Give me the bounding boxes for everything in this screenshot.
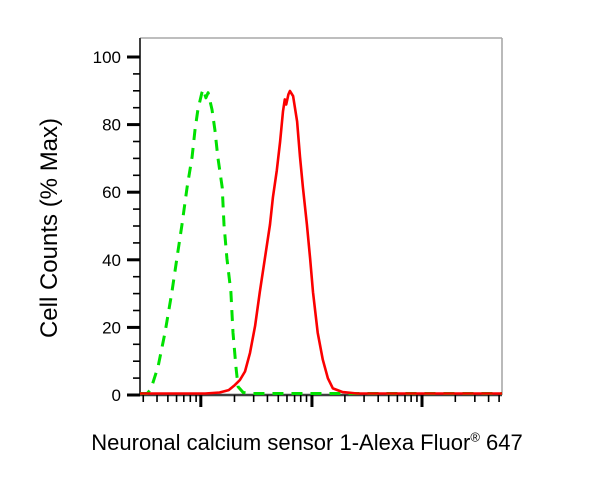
y-tick-label: 80 (102, 116, 121, 135)
series-curve-negative-control-green-dashed (140, 87, 502, 395)
x-axis-label: Neuronal calcium sensor 1-Alexa Fluor® 6… (91, 430, 522, 456)
y-tick-label: 100 (93, 48, 121, 67)
y-tick-label: 40 (102, 251, 121, 270)
x-axis-label-text: Neuronal calcium sensor 1-Alexa Fluor (91, 430, 471, 455)
y-axis-label: Cell Counts (% Max) (36, 117, 63, 339)
y-tick-label: 60 (102, 183, 121, 202)
y-tick-label: 0 (112, 386, 121, 405)
y-tick-label: 20 (102, 318, 121, 337)
series-curve-ncs1-alexa-fluor-647-red-solid (140, 89, 502, 395)
registered-trademark-symbol: ® (470, 429, 480, 445)
x-axis-label-suffix: 647 (479, 430, 523, 455)
